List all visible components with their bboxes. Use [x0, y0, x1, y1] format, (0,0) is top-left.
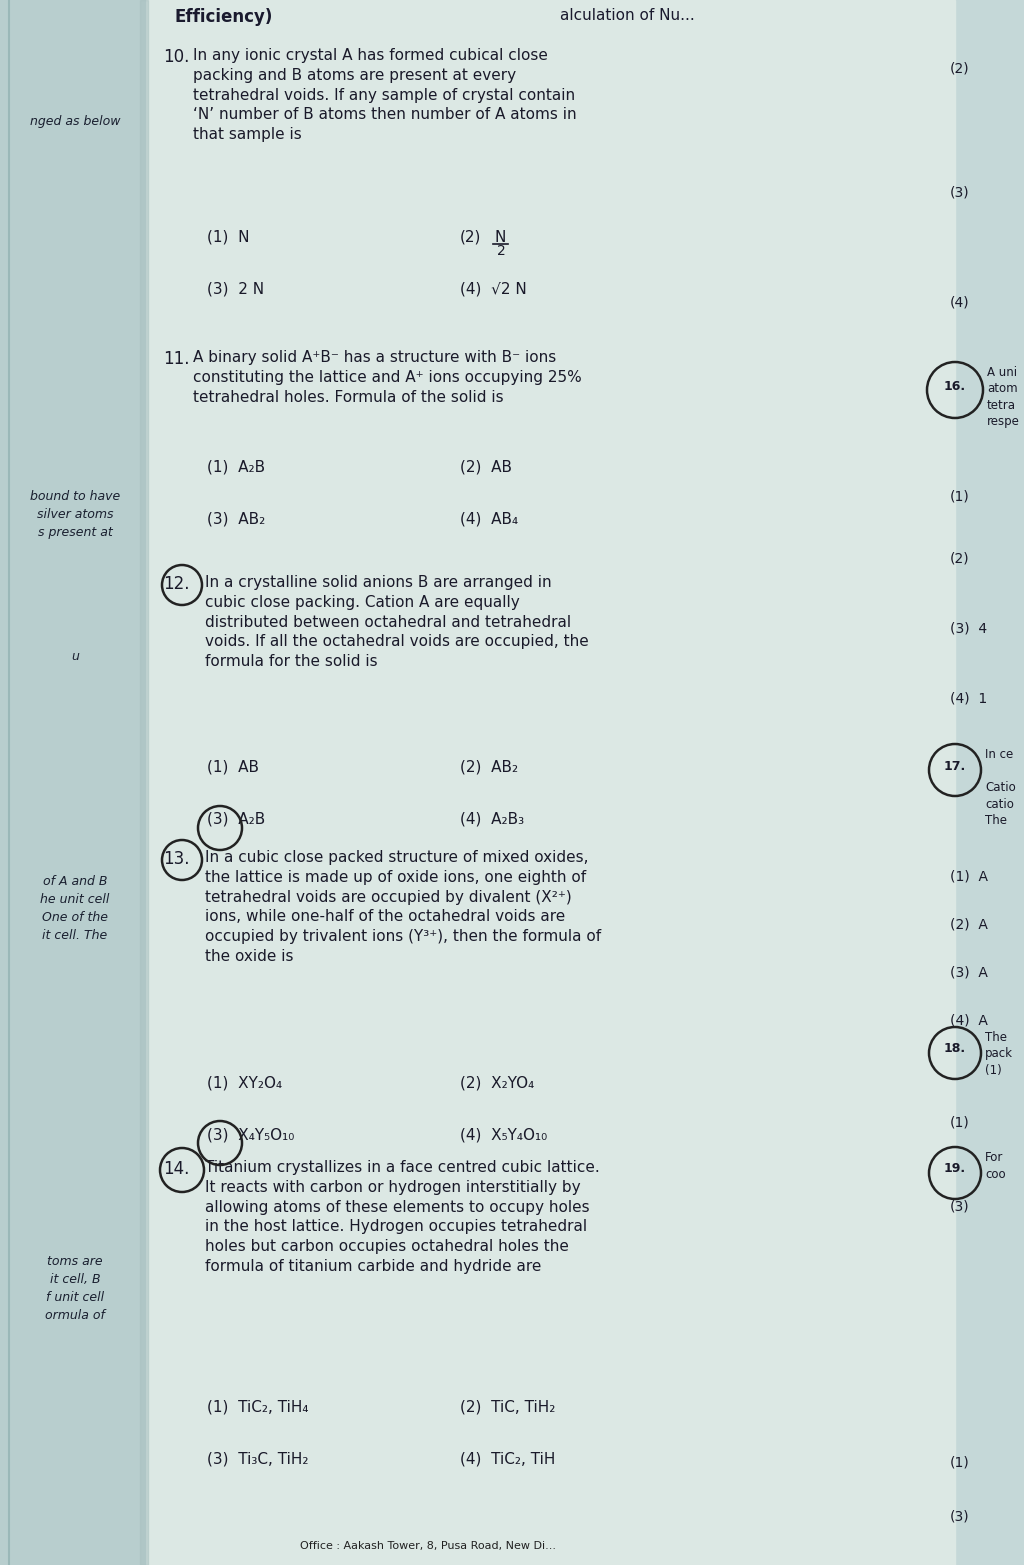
Text: (1): (1) — [950, 1114, 970, 1128]
Polygon shape — [0, 0, 145, 1565]
Text: 11.: 11. — [163, 351, 189, 368]
Text: 18.: 18. — [944, 1042, 966, 1055]
Text: (3): (3) — [950, 185, 970, 199]
Text: (3)  X₄Y₅O₁₀: (3) X₄Y₅O₁₀ — [207, 1127, 294, 1142]
Text: For
coo: For coo — [985, 1150, 1006, 1180]
Text: (1): (1) — [950, 1455, 970, 1470]
Text: he unit cell: he unit cell — [40, 894, 110, 906]
Text: (1)  XY₂O₄: (1) XY₂O₄ — [207, 1075, 283, 1089]
Text: A uni
atom
tetra
respe: A uni atom tetra respe — [987, 366, 1020, 429]
Text: (4)  TiC₂, TiH: (4) TiC₂, TiH — [460, 1452, 555, 1466]
Text: (4)  √2 N: (4) √2 N — [460, 282, 526, 297]
Text: 2: 2 — [497, 244, 506, 258]
Text: it cell. The: it cell. The — [42, 930, 108, 942]
Text: Titanium crystallizes in a face centred cubic lattice.
It reacts with carbon or : Titanium crystallizes in a face centred … — [205, 1160, 600, 1274]
Text: toms are: toms are — [47, 1255, 102, 1268]
Text: (1): (1) — [950, 490, 970, 504]
Text: (1)  A: (1) A — [950, 870, 988, 884]
Text: s present at: s present at — [38, 526, 113, 538]
Text: (3)  Ti₃C, TiH₂: (3) Ti₃C, TiH₂ — [207, 1452, 308, 1466]
Text: (2)  TiC, TiH₂: (2) TiC, TiH₂ — [460, 1401, 555, 1415]
Text: 16.: 16. — [944, 379, 966, 393]
Text: 17.: 17. — [944, 759, 966, 773]
Text: Efficiency): Efficiency) — [175, 8, 273, 27]
Text: alculation of Nu...: alculation of Nu... — [560, 8, 694, 23]
Bar — [145, 0, 955, 1565]
Text: A binary solid A⁺B⁻ has a structure with B⁻ ions
constituting the lattice and A⁺: A binary solid A⁺B⁻ has a structure with… — [193, 351, 582, 405]
Text: (2)  AB: (2) AB — [460, 460, 512, 476]
Text: it cell, B: it cell, B — [50, 1272, 100, 1286]
Text: (2): (2) — [460, 230, 481, 246]
Text: (3)  AB₂: (3) AB₂ — [207, 512, 265, 527]
Text: (1)  AB: (1) AB — [207, 761, 259, 775]
Text: (3)  4: (3) 4 — [950, 621, 987, 635]
Text: (3): (3) — [950, 1510, 970, 1524]
Text: f unit cell: f unit cell — [46, 1291, 104, 1304]
Text: of A and B: of A and B — [43, 875, 108, 887]
Text: (3): (3) — [950, 1200, 970, 1214]
Text: In a crystalline solid anions B are arranged in
cubic close packing. Cation A ar: In a crystalline solid anions B are arra… — [205, 574, 589, 670]
Text: In a cubic close packed structure of mixed oxides,
the lattice is made up of oxi: In a cubic close packed structure of mix… — [205, 850, 601, 964]
Text: bound to have: bound to have — [30, 490, 120, 502]
Text: In ce

Catio
catio
The: In ce Catio catio The — [985, 748, 1016, 826]
Text: (2)  X₂YO₄: (2) X₂YO₄ — [460, 1075, 535, 1089]
Text: (2): (2) — [950, 63, 970, 77]
Text: (4): (4) — [950, 294, 970, 308]
Text: silver atoms: silver atoms — [37, 509, 114, 521]
Text: 19.: 19. — [944, 1163, 966, 1175]
Text: (1)  A₂B: (1) A₂B — [207, 460, 265, 476]
Text: (4)  A₂B₃: (4) A₂B₃ — [460, 812, 524, 826]
Text: In any ionic crystal A has formed cubical close
packing and B atoms are present : In any ionic crystal A has formed cubica… — [193, 49, 577, 142]
Text: (4)  1: (4) 1 — [950, 692, 987, 706]
Text: (2)  AB₂: (2) AB₂ — [460, 761, 518, 775]
Text: One of the: One of the — [42, 911, 108, 923]
Text: u: u — [71, 649, 79, 664]
Text: (1)  TiC₂, TiH₄: (1) TiC₂, TiH₄ — [207, 1401, 308, 1415]
Text: (3)  A₂B: (3) A₂B — [207, 812, 265, 826]
Text: 10.: 10. — [163, 49, 189, 66]
Text: (2): (2) — [950, 552, 970, 567]
Text: (1)  N: (1) N — [207, 230, 250, 246]
Text: 12.: 12. — [163, 574, 189, 593]
Text: 14.: 14. — [163, 1160, 189, 1178]
Text: 13.: 13. — [163, 850, 189, 869]
Text: N: N — [495, 230, 507, 246]
Text: (4)  A: (4) A — [950, 1014, 988, 1028]
Text: (3)  2 N: (3) 2 N — [207, 282, 264, 297]
Bar — [140, 0, 148, 1565]
Text: nged as below: nged as below — [30, 114, 120, 128]
Text: Office : Aakash Tower, 8, Pusa Road, New Di...: Office : Aakash Tower, 8, Pusa Road, New… — [300, 1542, 556, 1551]
Text: (4)  AB₄: (4) AB₄ — [460, 512, 518, 527]
Text: The
pack
(1): The pack (1) — [985, 1031, 1013, 1077]
Text: (3)  A: (3) A — [950, 966, 988, 980]
Text: (2)  A: (2) A — [950, 919, 988, 933]
Text: (4)  X₅Y₄O₁₀: (4) X₅Y₄O₁₀ — [460, 1127, 547, 1142]
Text: ormula of: ormula of — [45, 1308, 104, 1322]
